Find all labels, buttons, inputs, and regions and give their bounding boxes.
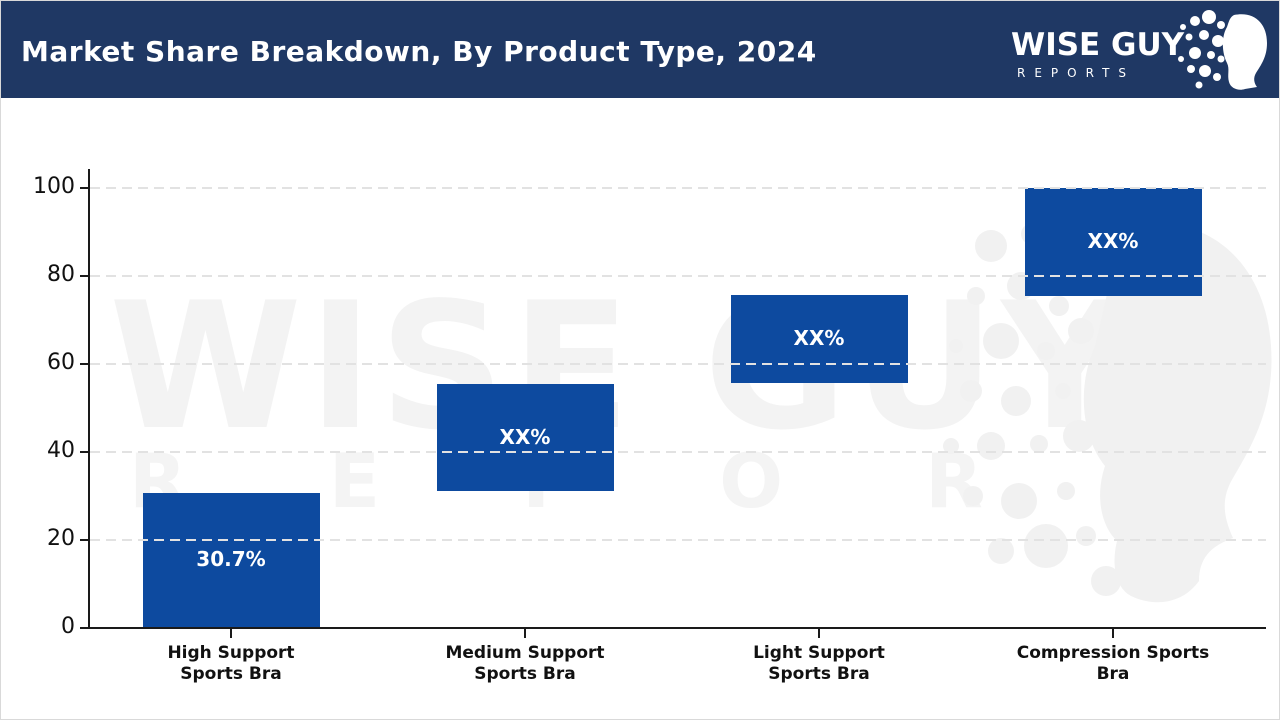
x-category-label: High Support Sports Bra bbox=[167, 643, 295, 684]
y-tick-mark bbox=[80, 275, 88, 277]
y-tick-label: 0 bbox=[61, 614, 75, 639]
x-tick-mark bbox=[1112, 629, 1114, 638]
y-tick-mark bbox=[80, 539, 88, 541]
gridline bbox=[90, 451, 1266, 453]
logo-face-dots bbox=[1178, 10, 1267, 90]
bar-segment bbox=[436, 384, 614, 492]
bar-segment bbox=[142, 492, 320, 628]
bar-value-label: 30.7% bbox=[196, 547, 266, 572]
y-tick-mark bbox=[80, 363, 88, 365]
bar-value-label: XX% bbox=[793, 326, 845, 351]
y-tick-label: 60 bbox=[47, 350, 75, 375]
y-tick-label: 100 bbox=[33, 174, 75, 199]
bar-segment bbox=[730, 294, 908, 384]
watermark-text-wiseguy: WISE GUY bbox=[109, 266, 1135, 469]
gridline bbox=[90, 275, 1266, 277]
bar-value-label: XX% bbox=[499, 424, 551, 449]
gridline bbox=[90, 539, 1266, 541]
gridline bbox=[90, 363, 1266, 365]
y-tick-label: 40 bbox=[47, 438, 75, 463]
x-category-label: Compression Sports Bra bbox=[1016, 643, 1210, 684]
bar-segment bbox=[1024, 188, 1202, 296]
logo-text-wiseguy: WISE GUY bbox=[1011, 27, 1185, 63]
y-axis-line bbox=[88, 169, 90, 629]
chart-title: Market Share Breakdown, By Product Type,… bbox=[21, 35, 817, 68]
wise-guy-reports-logo: WISE GUY REPORTS bbox=[1011, 10, 1267, 90]
y-tick-label: 20 bbox=[47, 526, 75, 551]
y-tick-mark bbox=[80, 187, 88, 189]
header-band: Market Share Breakdown, By Product Type,… bbox=[1, 1, 1279, 98]
x-category-label: Light Support Sports Bra bbox=[753, 643, 885, 684]
x-axis-line bbox=[88, 627, 1266, 629]
bar-value-label: XX% bbox=[1087, 228, 1139, 253]
x-tick-mark bbox=[524, 629, 526, 638]
y-tick-label: 80 bbox=[47, 262, 75, 287]
logo-text-reports: REPORTS bbox=[1017, 66, 1135, 80]
x-category-label: Medium Support Sports Bra bbox=[445, 643, 605, 684]
x-tick-mark bbox=[230, 629, 232, 638]
plot-area: 0 20 40 60 80 100 30.7% High Support Sports Bra X… bbox=[1, 98, 1279, 719]
y-tick-mark bbox=[80, 451, 88, 453]
gridline bbox=[90, 187, 1266, 189]
x-tick-mark bbox=[818, 629, 820, 638]
y-tick-mark bbox=[80, 627, 88, 629]
